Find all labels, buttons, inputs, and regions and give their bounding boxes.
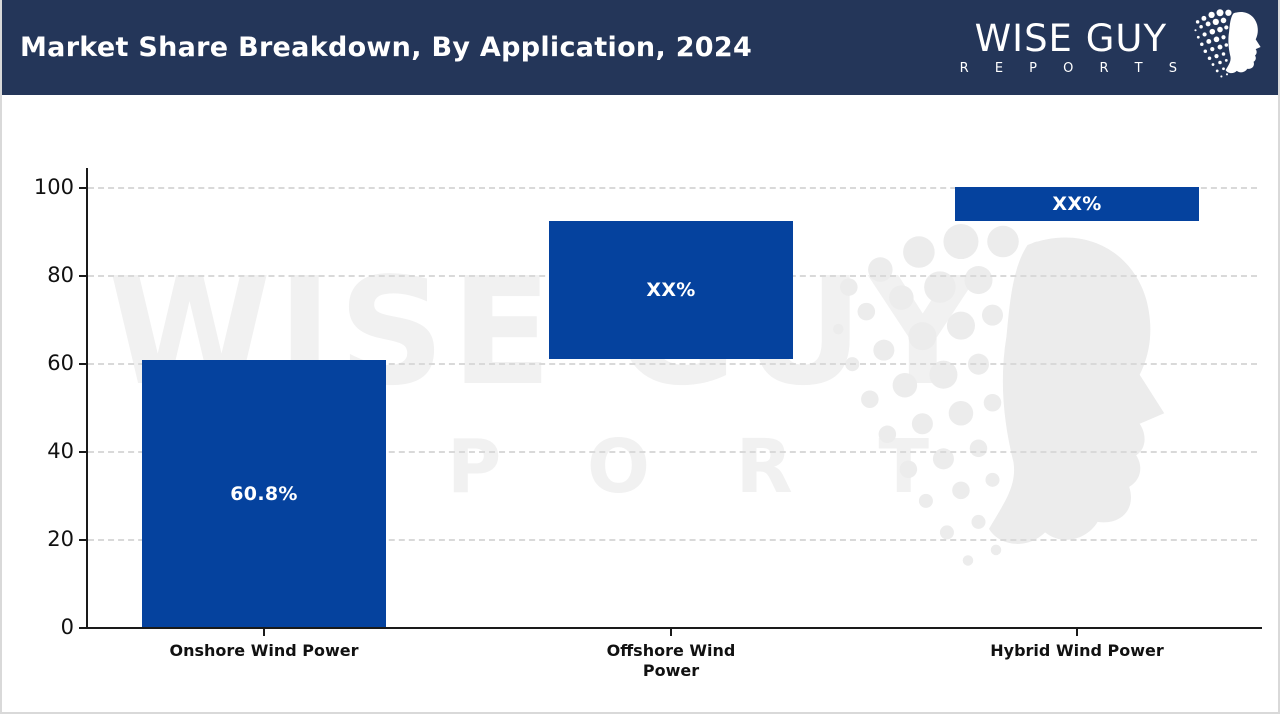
logo-name-text: WISE GUY <box>974 16 1168 60</box>
y-tick-100 <box>79 187 87 189</box>
y-tick-20 <box>79 539 87 541</box>
y-tick-label-60: 60 <box>47 351 74 375</box>
y-tick-label-100: 100 <box>33 175 74 199</box>
x-axis-line <box>86 627 1262 629</box>
wise-guy-logo: WISE GUY R E P O R T S <box>954 8 1262 87</box>
bar-hybrid-wind-power: XX% <box>955 187 1199 221</box>
logo-reports-text: R E P O R T S <box>959 60 1188 76</box>
header-bar: Market Share Breakdown, By Application, … <box>0 0 1280 95</box>
y-tick-label-80: 80 <box>47 263 74 287</box>
y-tick-label-0: 0 <box>60 615 74 639</box>
x-label-offshore-wind-power: Offshore Wind Power <box>606 641 736 680</box>
x-tick-offshore <box>670 629 672 636</box>
y-tick-60 <box>79 363 87 365</box>
y-axis-line <box>86 168 88 629</box>
gridline-20 <box>88 539 1257 541</box>
y-tick-80 <box>79 275 87 277</box>
bar-offshore-wind-power: XX% <box>549 221 793 359</box>
bar-value-label-offshore: XX% <box>646 279 696 301</box>
y-tick-0 <box>79 627 87 629</box>
y-tick-label-20: 20 <box>47 527 74 551</box>
bar-onshore-wind-power: 60.8% <box>142 360 386 627</box>
x-label-onshore-wind-power: Onshore Wind Power <box>169 641 359 660</box>
bar-value-label-hybrid: XX% <box>1052 193 1102 215</box>
x-tick-onshore <box>263 629 265 636</box>
face-profile-logo-icon <box>1192 8 1262 87</box>
y-tick-40 <box>79 451 87 453</box>
bar-value-label-onshore: 60.8% <box>230 482 298 505</box>
logo-wordmark: WISE GUY R E P O R T S <box>954 20 1188 76</box>
x-tick-hybrid <box>1076 629 1078 636</box>
y-tick-label-40: 40 <box>47 439 74 463</box>
x-label-hybrid-wind-power: Hybrid Wind Power <box>990 641 1164 660</box>
page-title: Market Share Breakdown, By Application, … <box>20 32 753 63</box>
gridline-40 <box>88 451 1257 453</box>
gridline-60 <box>88 363 1257 365</box>
gridline-100 <box>88 187 1257 189</box>
